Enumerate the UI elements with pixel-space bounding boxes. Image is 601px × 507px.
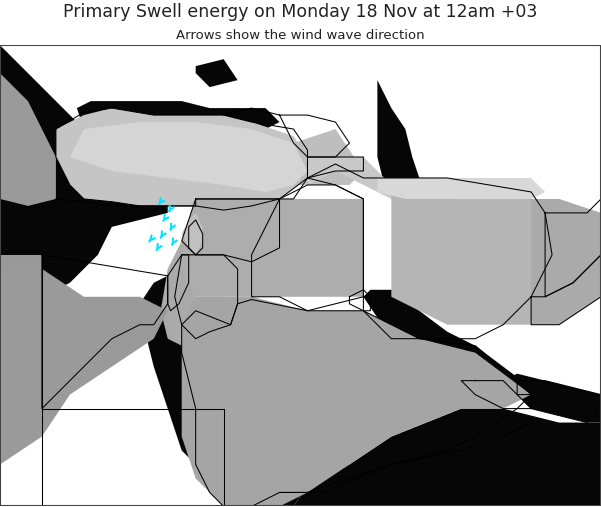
Text: Arrows show the wind wave direction: Arrows show the wind wave direction — [176, 29, 425, 42]
Polygon shape — [0, 255, 42, 269]
Polygon shape — [224, 129, 364, 185]
Polygon shape — [160, 269, 237, 353]
Polygon shape — [140, 276, 308, 506]
Polygon shape — [391, 185, 573, 324]
Polygon shape — [503, 374, 601, 422]
Polygon shape — [70, 122, 308, 192]
Polygon shape — [0, 199, 56, 297]
Polygon shape — [196, 59, 237, 87]
Polygon shape — [364, 290, 531, 409]
Polygon shape — [0, 269, 168, 464]
Polygon shape — [77, 101, 279, 143]
Polygon shape — [56, 108, 308, 210]
Polygon shape — [0, 45, 168, 297]
Polygon shape — [182, 213, 203, 255]
Polygon shape — [377, 178, 545, 199]
Text: Primary Swell energy on Monday 18 Nov at 12am +03: Primary Swell energy on Monday 18 Nov at… — [63, 4, 538, 21]
Polygon shape — [293, 409, 601, 506]
Polygon shape — [180, 297, 212, 367]
Polygon shape — [182, 297, 531, 506]
Polygon shape — [0, 45, 56, 206]
Polygon shape — [168, 199, 364, 297]
Polygon shape — [308, 157, 503, 324]
Polygon shape — [531, 199, 601, 324]
Polygon shape — [377, 80, 419, 206]
